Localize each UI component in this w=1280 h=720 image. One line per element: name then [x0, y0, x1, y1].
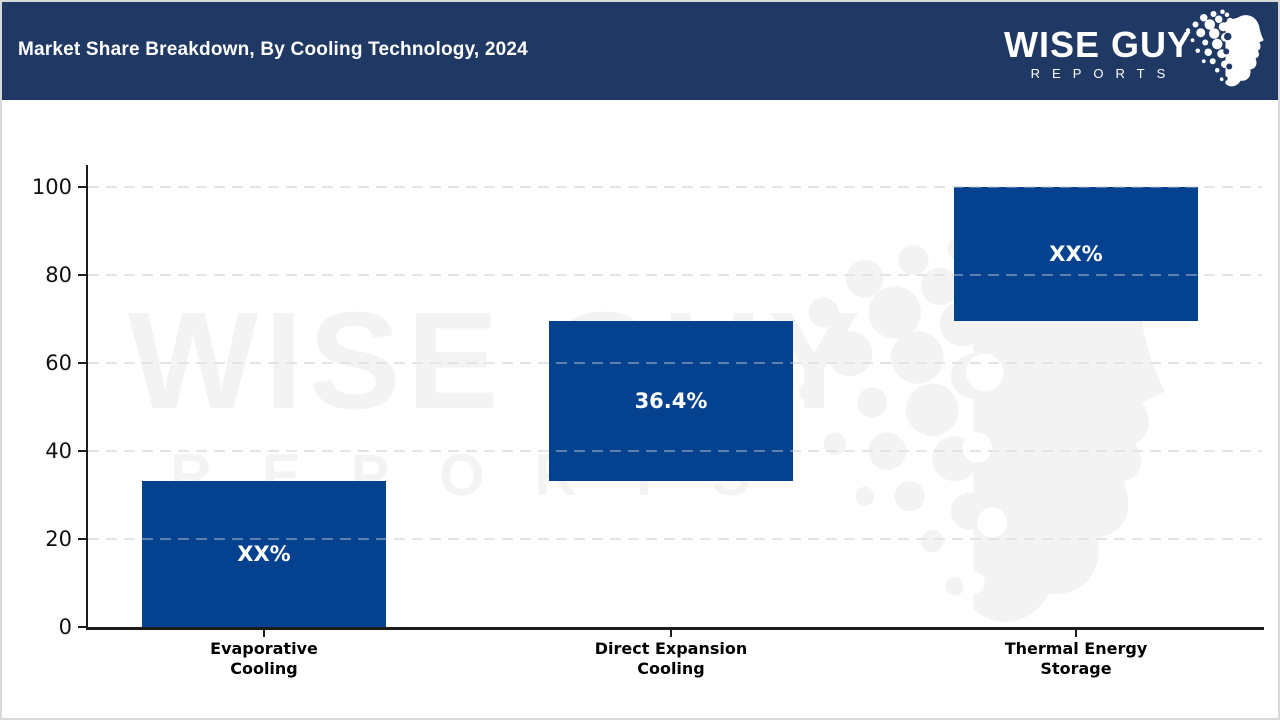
x-category-label-line: Thermal Energy	[1004, 639, 1148, 658]
y-tick-mark	[78, 186, 86, 188]
y-tick-mark	[78, 362, 86, 364]
gridline-overlay	[88, 274, 1262, 276]
bar-segment: 36.4%	[549, 320, 793, 481]
x-tick-mark	[1075, 630, 1077, 637]
bar-value-label: 36.4%	[634, 388, 708, 413]
bar-value-label: XX%	[237, 541, 291, 566]
y-tick-mark	[78, 626, 86, 628]
y-tick-label: 20	[45, 527, 72, 551]
y-tick-label: 80	[45, 263, 72, 287]
x-tick-mark	[263, 630, 265, 637]
gridline-overlay	[88, 362, 1262, 364]
x-category-label-line: Storage	[1040, 659, 1112, 678]
bar-value-label: XX%	[1049, 241, 1103, 266]
x-tick-mark	[670, 630, 672, 637]
logo-face-icon	[1185, 9, 1264, 87]
gridline-overlay	[88, 186, 1262, 188]
y-axis-line	[86, 165, 88, 630]
bar-segment: XX%	[954, 187, 1198, 321]
y-tick-mark	[78, 538, 86, 540]
plot-area: XX% 36.4% XX%	[88, 165, 1262, 627]
logo-subtext: REPORTS	[1030, 65, 1178, 81]
x-category-label-line: Cooling	[637, 659, 705, 678]
x-category-label-line: Direct Expansion	[594, 639, 748, 658]
y-tick-mark	[78, 274, 86, 276]
y-tick-mark	[78, 450, 86, 452]
gridline-overlay	[88, 538, 1262, 540]
logo-wordmark: WISE GUY	[1003, 23, 1192, 65]
brand-logo-text: WISE GUY REPORTS	[1003, 23, 1192, 81]
x-category-label-line: Cooling	[230, 659, 298, 678]
gridline	[88, 274, 1262, 276]
gridline	[88, 186, 1262, 188]
x-category-label: Thermal Energy Storage	[926, 639, 1226, 679]
y-tick-label: 100	[31, 175, 72, 199]
x-category-label: Evaporative Cooling	[114, 639, 414, 679]
y-tick-label: 40	[45, 439, 72, 463]
x-category-label-line: Evaporative	[210, 639, 318, 658]
gridline	[88, 538, 1262, 540]
x-category-label: Direct Expansion Cooling	[521, 639, 821, 679]
chart-area: WISE GUY REPORTS	[0, 100, 1280, 720]
x-axis-line	[86, 627, 1264, 630]
header-banner: Market Share Breakdown, By Cooling Techn…	[0, 0, 1280, 100]
y-tick-label: 0	[58, 615, 72, 639]
brand-logo: WISE GUY REPORTS	[1004, 8, 1266, 92]
y-tick-label: 60	[45, 351, 72, 375]
gridline-overlay	[88, 450, 1262, 452]
bar-segment: XX%	[142, 480, 386, 627]
chart-title: Market Share Breakdown, By Cooling Techn…	[18, 39, 528, 60]
